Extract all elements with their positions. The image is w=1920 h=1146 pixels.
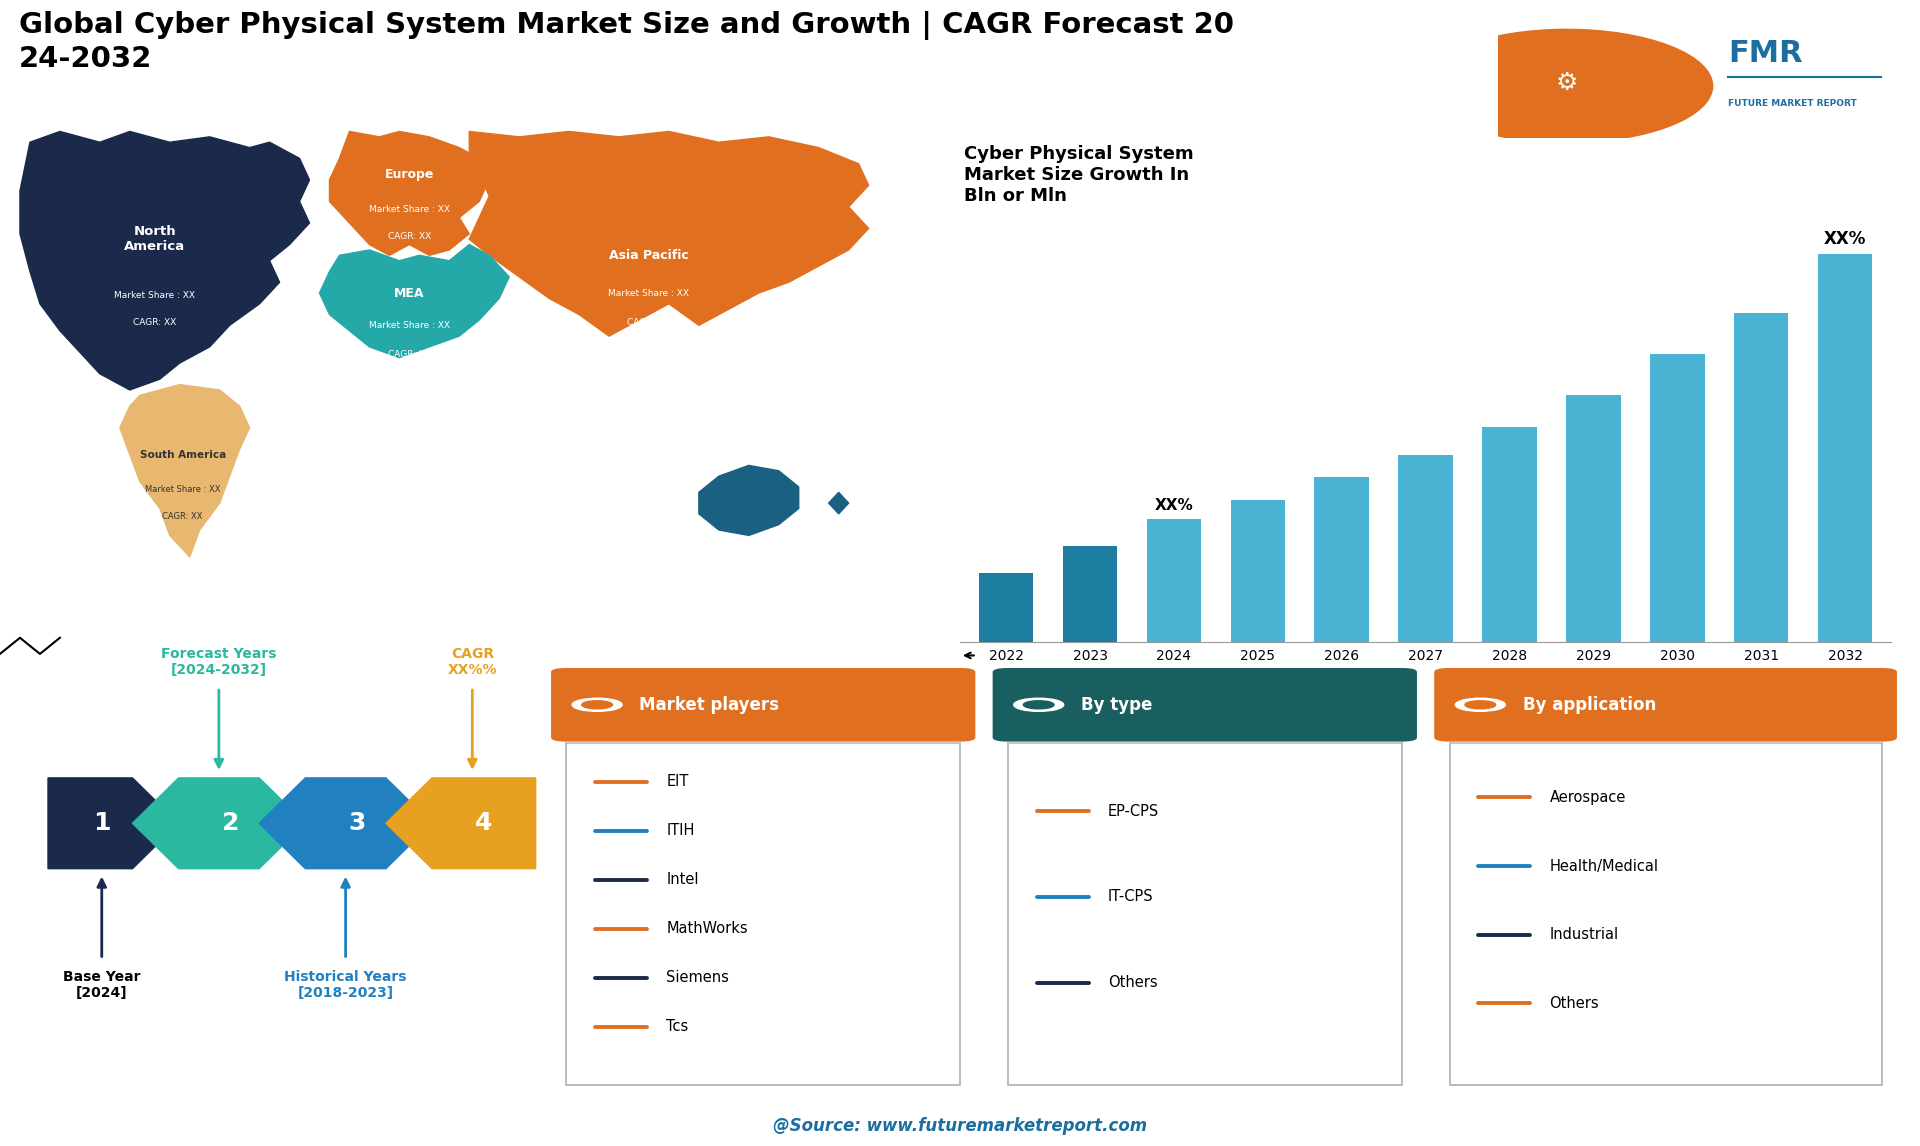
Text: CAGR: XX: CAGR: XX (132, 319, 177, 327)
Text: 2: 2 (221, 811, 240, 835)
Text: 1: 1 (92, 811, 111, 835)
Circle shape (1455, 698, 1505, 712)
Text: Market Share : XX: Market Share : XX (144, 485, 221, 494)
Text: Europe: Europe (384, 168, 434, 181)
FancyBboxPatch shape (1008, 743, 1402, 1085)
Text: Intel: Intel (666, 872, 699, 887)
Text: @Source: www.futuremarketreport.com: @Source: www.futuremarketreport.com (774, 1117, 1146, 1135)
Text: MEA: MEA (394, 286, 424, 299)
Bar (1567, 395, 1620, 642)
Text: South America: South America (140, 449, 227, 460)
Text: CAGR: XX: CAGR: XX (388, 231, 430, 241)
Circle shape (1023, 700, 1054, 709)
Text: XX%: XX% (1824, 230, 1866, 249)
Circle shape (582, 700, 612, 709)
Bar (1398, 455, 1453, 642)
Bar (1734, 313, 1788, 642)
Polygon shape (330, 132, 490, 256)
Bar (1649, 354, 1705, 642)
Polygon shape (699, 465, 799, 535)
Bar (979, 573, 1033, 642)
Polygon shape (119, 385, 250, 557)
Circle shape (1421, 30, 1713, 142)
Text: IT-CPS: IT-CPS (1108, 889, 1154, 904)
Text: Market Share : XX: Market Share : XX (609, 289, 689, 298)
Polygon shape (48, 778, 179, 869)
Text: Health/Medical: Health/Medical (1549, 858, 1659, 873)
Text: Industrial: Industrial (1549, 927, 1619, 942)
Polygon shape (829, 493, 849, 513)
FancyBboxPatch shape (1434, 668, 1897, 741)
Text: EP-CPS: EP-CPS (1108, 803, 1160, 818)
Text: CAGR: XX: CAGR: XX (163, 512, 204, 521)
Text: ⚙: ⚙ (1555, 71, 1578, 95)
Text: FUTURE MARKET REPORT: FUTURE MARKET REPORT (1728, 100, 1857, 109)
Text: CAGR: XX: CAGR: XX (388, 351, 430, 360)
Text: North
America: North America (125, 225, 186, 253)
Polygon shape (259, 778, 432, 869)
Text: CAGR
XX%%: CAGR XX%% (447, 646, 497, 677)
FancyBboxPatch shape (993, 668, 1417, 741)
Text: EIT: EIT (666, 775, 689, 790)
Circle shape (1014, 698, 1064, 712)
Text: Market Share : XX: Market Share : XX (369, 205, 449, 214)
Polygon shape (19, 132, 309, 390)
Bar (1146, 518, 1202, 642)
Text: Siemens: Siemens (666, 971, 730, 986)
Text: CAGR: XX: CAGR: XX (628, 319, 670, 327)
Text: XX%: XX% (1154, 499, 1194, 513)
Text: FMR: FMR (1728, 39, 1803, 68)
Text: Cyber Physical System
Market Size Growth In
Bln or Mln: Cyber Physical System Market Size Growth… (964, 146, 1194, 205)
Text: Aerospace: Aerospace (1549, 790, 1626, 804)
Polygon shape (132, 778, 305, 869)
Bar (1064, 545, 1117, 642)
Circle shape (572, 698, 622, 712)
Text: Market Share : XX: Market Share : XX (369, 321, 449, 330)
Bar (1231, 501, 1284, 642)
Text: Market players: Market players (639, 696, 780, 714)
Text: 4: 4 (474, 811, 493, 835)
Text: Others: Others (1108, 975, 1158, 990)
Text: Others: Others (1549, 996, 1599, 1011)
Text: Global Cyber Physical System Market Size and Growth | CAGR Forecast 20
24-2032: Global Cyber Physical System Market Size… (19, 11, 1235, 73)
Text: ITIH: ITIH (666, 823, 695, 838)
Polygon shape (468, 132, 868, 336)
Polygon shape (386, 778, 536, 869)
Text: By type: By type (1081, 696, 1152, 714)
Text: MathWorks: MathWorks (666, 921, 749, 936)
Text: Tcs: Tcs (666, 1019, 689, 1034)
Text: Historical Years
[2018-2023]: Historical Years [2018-2023] (284, 970, 407, 999)
Text: Asia Pacific: Asia Pacific (609, 249, 689, 261)
Bar (1482, 427, 1536, 642)
Circle shape (1465, 700, 1496, 709)
Text: Base Year
[2024]: Base Year [2024] (63, 970, 140, 999)
Text: Market Share : XX: Market Share : XX (115, 291, 196, 300)
Text: By application: By application (1523, 696, 1655, 714)
Polygon shape (319, 244, 509, 358)
Text: 3: 3 (348, 811, 367, 835)
FancyBboxPatch shape (1450, 743, 1882, 1085)
FancyBboxPatch shape (551, 668, 975, 741)
Text: Forecast Years
[2024-2032]: Forecast Years [2024-2032] (161, 646, 276, 677)
Bar (1818, 254, 1872, 642)
FancyBboxPatch shape (566, 743, 960, 1085)
Bar (1315, 478, 1369, 642)
